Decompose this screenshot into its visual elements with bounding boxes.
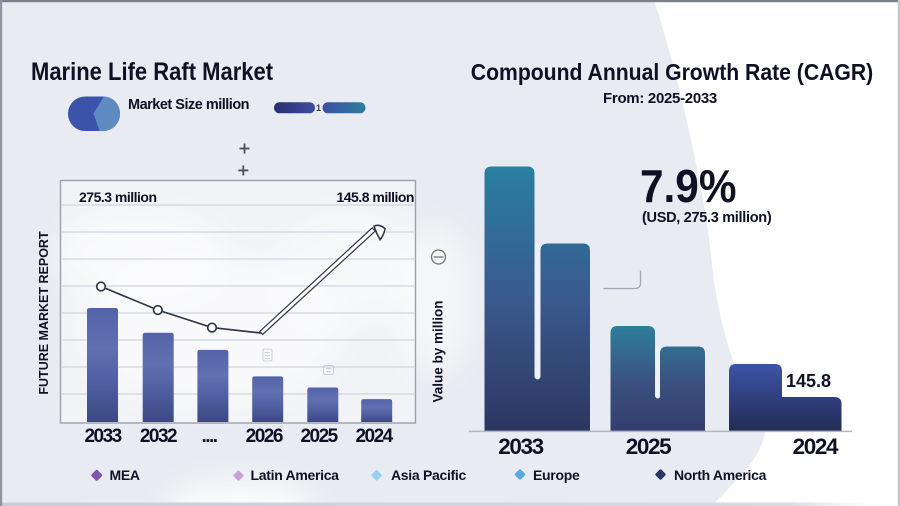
svg-text:1: 1 (316, 103, 321, 113)
